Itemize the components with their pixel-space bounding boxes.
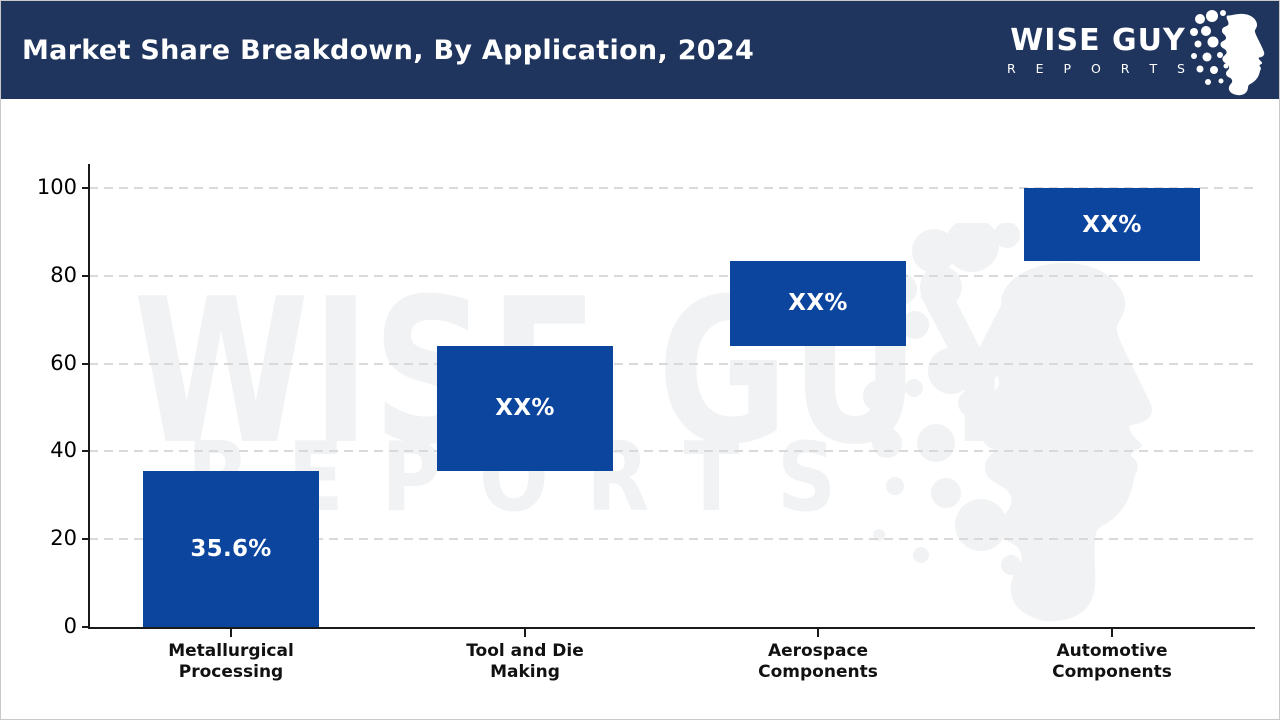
y-tick-40 bbox=[82, 450, 88, 453]
y-tick-label-0: 0 bbox=[63, 614, 77, 638]
gridline-100 bbox=[89, 187, 1255, 189]
chart-area: 0 20 40 60 80 100 35.6% Metallurgical Processing… bbox=[1, 99, 1279, 719]
y-tick-0 bbox=[82, 626, 88, 628]
bar-3: XX% bbox=[730, 261, 906, 346]
y-tick-80 bbox=[82, 274, 88, 277]
bar-value-label-4: XX% bbox=[1082, 211, 1142, 238]
category-label-1: Metallurgical Processing bbox=[168, 641, 294, 682]
logo-subtext: R E P O R T S bbox=[1006, 61, 1193, 76]
x-tick-3 bbox=[817, 629, 819, 637]
gridline-60 bbox=[89, 362, 1255, 365]
x-tick-4 bbox=[1111, 629, 1113, 637]
x-tick-1 bbox=[230, 629, 232, 637]
y-axis-spine bbox=[88, 164, 90, 629]
wise-guy-logo: WISE GUY R E P O R T S bbox=[1003, 5, 1273, 97]
y-tick-label-20: 20 bbox=[50, 526, 77, 551]
x-axis-spine bbox=[88, 627, 1255, 629]
category-label-2: Tool and Die Making bbox=[466, 641, 584, 682]
y-tick-label-80: 80 bbox=[50, 262, 77, 287]
header: Market Share Breakdown, By Application, … bbox=[1, 1, 1279, 99]
x-tick-2 bbox=[524, 629, 526, 637]
gridline-20 bbox=[89, 538, 1255, 541]
gridline-40 bbox=[89, 450, 1255, 453]
y-tick-label-40: 40 bbox=[50, 438, 77, 463]
bar-2: XX% bbox=[437, 345, 613, 471]
bar-value-label-2: XX% bbox=[495, 395, 555, 422]
gridline-80 bbox=[89, 274, 1255, 277]
bar-value-label-3: XX% bbox=[788, 290, 848, 317]
logo-head-icon bbox=[1190, 10, 1265, 96]
page-title: Market Share Breakdown, By Application, … bbox=[22, 34, 755, 66]
y-tick-label-60: 60 bbox=[50, 350, 77, 375]
bar-1: 35.6% bbox=[143, 470, 319, 627]
y-tick-60 bbox=[82, 362, 88, 365]
y-tick-100 bbox=[82, 187, 88, 189]
category-label-4: Automotive Components bbox=[1052, 641, 1172, 682]
y-tick-label-100: 100 bbox=[36, 175, 77, 199]
category-label-3: Aerospace Components bbox=[758, 641, 878, 682]
logo-wordmark: WISE GUY bbox=[1010, 23, 1186, 58]
bar-value-label-1: 35.6% bbox=[190, 535, 272, 562]
y-tick-20 bbox=[82, 538, 88, 541]
bar-4: XX% bbox=[1024, 188, 1200, 262]
